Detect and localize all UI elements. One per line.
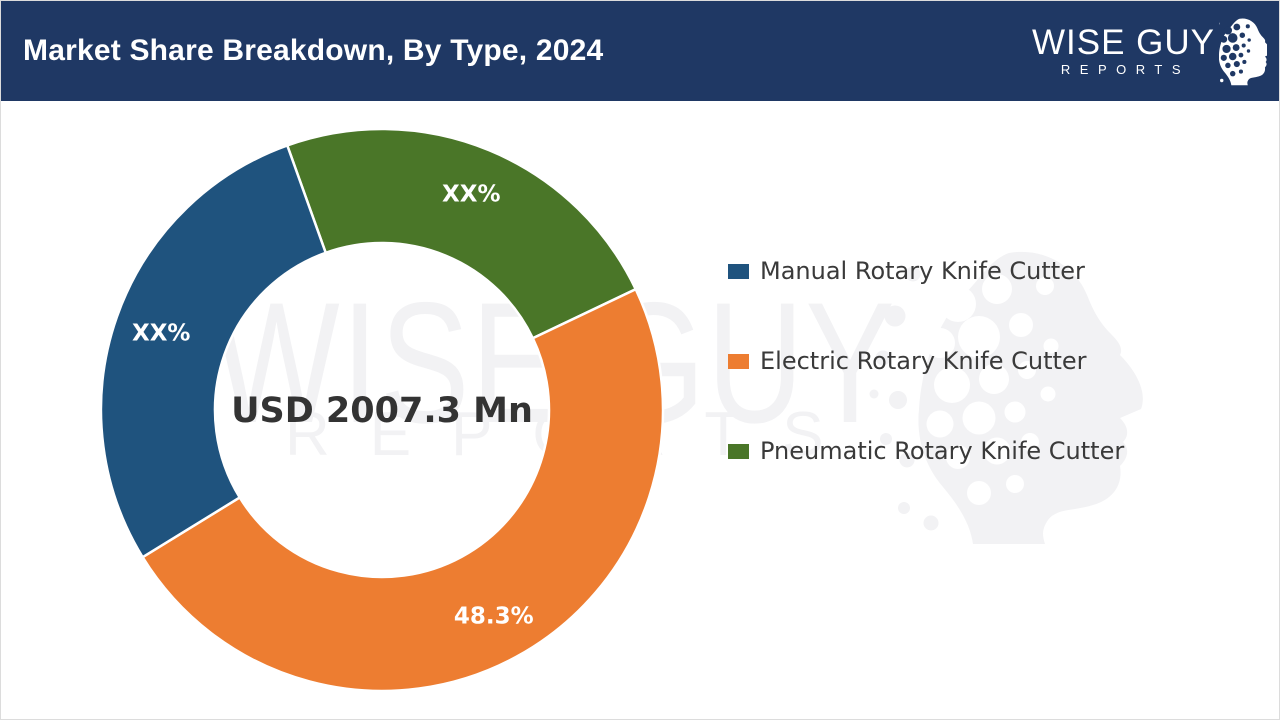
head-dot [1228,52,1237,61]
legend-label: Manual Rotary Knife Cutter [760,257,1085,285]
donut-slice-pneumatic-rotary-knife-cutter [285,127,638,340]
head-dot [1233,23,1241,31]
legend-label: Electric Rotary Knife Cutter [760,347,1087,375]
slice-label-0: XX% [442,182,501,208]
legend-swatch [728,443,749,459]
header-bar: Market Share Breakdown, By Type, 2024 WI… [1,1,1279,101]
head-dot [1223,26,1233,35]
head-dot [1227,33,1238,43]
slice-label-1: 48.3% [454,604,534,630]
logo-reports-text: REPORTS [1060,62,1191,78]
head-dot [1222,44,1231,54]
legend-item-pneumatic-rotary-knife-cutter: Pneumatic Rotary Knife Cutter [728,436,1124,466]
legend-item-manual-rotary-knife-cutter: Manual Rotary Knife Cutter [728,256,1124,286]
donut-slice-manual-rotary-knife-cutter [99,143,328,559]
head-dot [1220,54,1227,61]
donut-chart: XX% 48.3% XX% USD 2007.3 Mn [99,127,665,693]
legend-item-electric-rotary-knife-cutter: Electric Rotary Knife Cutter [728,346,1124,376]
head-dot [1220,78,1224,83]
head-dot [1239,32,1246,38]
head-dot [1233,60,1240,68]
head-dot [1242,59,1247,65]
head-dot [1241,43,1246,48]
page-title: Market Share Breakdown, By Type, 2024 [23,34,604,67]
head-dot [1238,69,1243,74]
logo-wiseguy-text: WISE GUY [1031,22,1215,62]
donut-slice-labels: XX% 48.3% XX% [132,182,534,630]
head-dot [1246,49,1251,53]
head-dot [1225,62,1231,69]
head-dot [1232,44,1240,51]
legend-swatch [728,263,749,279]
legend-label: Pneumatic Rotary Knife Cutter [760,437,1125,465]
head-dot [1220,35,1228,43]
slice-label-2: XX% [132,320,191,346]
brand-logo: WISE GUY REPORTS [1032,9,1267,93]
head-dot [1238,52,1244,58]
head-dot [1245,24,1250,29]
head-dot [1247,38,1251,42]
donut-center-value: USD 2007.3 Mn [231,391,533,431]
head-dot [1229,70,1236,77]
brand-logo-text: WISE GUY REPORTS [1031,22,1215,78]
donut-slice-electric-rotary-knife-cutter [140,287,665,693]
legend-swatch [728,353,749,369]
logo-head-icon [1219,18,1267,86]
donut-slices [99,127,665,693]
chart-legend: Manual Rotary Knife Cutter Electric Rotar… [728,256,1124,526]
